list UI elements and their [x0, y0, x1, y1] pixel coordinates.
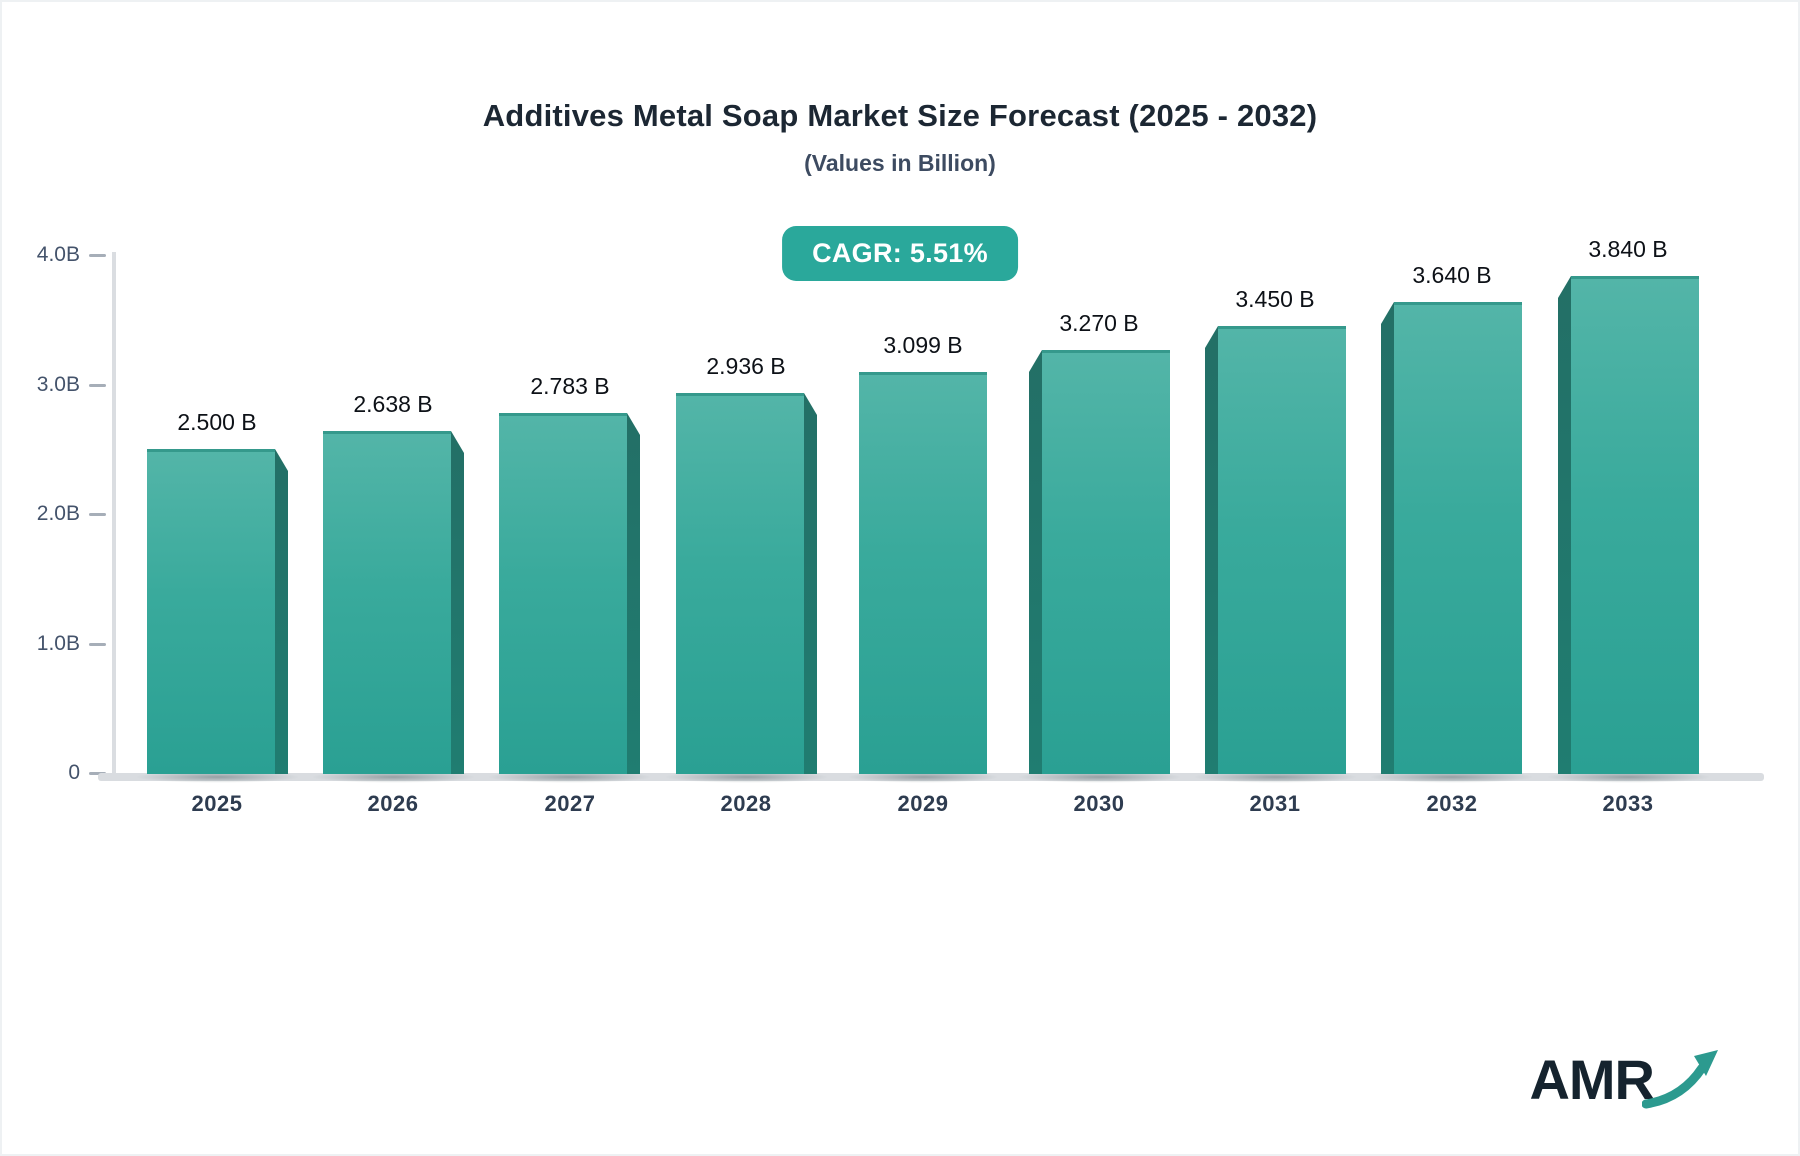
chart-title: Additives Metal Soap Market Size Forecas…	[482, 98, 1318, 133]
bar-shadow	[135, 771, 300, 783]
y-tick-label: 0	[68, 761, 80, 784]
y-tick-mark	[89, 642, 106, 646]
bar-2025	[147, 449, 275, 774]
x-tick-label: 2026	[367, 791, 419, 816]
y-tick-mark	[89, 254, 106, 257]
bar-shadow	[664, 771, 829, 783]
bar-shadow	[1369, 771, 1534, 783]
bar-side-face	[804, 393, 817, 774]
y-tick-mark	[89, 772, 106, 775]
bar-side-face	[275, 449, 288, 774]
chart-subtitle: (Values in Billion)	[804, 150, 996, 176]
y-tick-mark	[89, 383, 106, 387]
x-tick-label: 2030	[1073, 791, 1125, 816]
y-tick-label: 2.0B	[36, 502, 80, 525]
bar-2031	[1218, 326, 1346, 774]
bar-side-face	[1381, 302, 1394, 774]
bar-2027	[499, 413, 627, 774]
y-tick-mark	[89, 513, 106, 516]
y-tick-label: 3.0B	[36, 372, 80, 396]
x-tick-label: 2032	[1426, 791, 1478, 816]
bar-shadow	[487, 771, 652, 783]
bar-value-label: 2.638 B	[353, 391, 433, 417]
bar-value-label: 3.270 B	[1059, 310, 1139, 336]
x-tick-label: 2027	[544, 791, 596, 816]
bar-value-label: 3.099 B	[883, 332, 963, 358]
bar-shadow	[847, 771, 999, 783]
bar-value-label: 3.450 B	[1235, 286, 1315, 312]
x-tick-label: 2031	[1249, 791, 1301, 816]
bar-side-face	[1205, 326, 1218, 774]
amr-logo-text: AMR	[1529, 1048, 1655, 1111]
bar-2029	[859, 372, 987, 774]
x-tick-label: 2029	[897, 791, 949, 816]
amr-logo: AMR	[1529, 1050, 1720, 1110]
bar-value-label: 2.936 B	[706, 353, 786, 379]
y-tick-label: 4.0B	[36, 243, 80, 266]
x-tick-label: 2033	[1602, 791, 1654, 816]
bar-value-label: 2.500 B	[177, 409, 257, 435]
bar-side-face	[451, 431, 464, 774]
bar-2032	[1394, 302, 1522, 774]
bar-2033	[1571, 276, 1699, 774]
bar-value-label: 3.640 B	[1412, 262, 1492, 288]
y-axis-line	[112, 252, 116, 781]
bar-side-face	[627, 413, 640, 774]
bar-shadow	[311, 771, 476, 783]
x-tick-label: 2028	[720, 791, 772, 816]
bar-side-face	[1029, 350, 1042, 774]
bar-value-label: 3.840 B	[1588, 236, 1668, 262]
bar-shadow	[1193, 771, 1358, 783]
bar-side-face	[1558, 276, 1571, 774]
bar-2026	[323, 431, 451, 774]
x-tick-label: 2025	[191, 791, 243, 816]
bar-shadow	[1017, 771, 1182, 783]
trend-up-arrow-icon	[1642, 1050, 1718, 1109]
x-axis-baseline	[98, 773, 1764, 781]
y-tick-label: 1.0B	[36, 631, 80, 655]
bar-2028	[676, 393, 804, 774]
bar-shadow	[1546, 771, 1711, 783]
cagr-badge: CAGR: 5.51%	[782, 226, 1018, 281]
bar-2030	[1042, 350, 1170, 774]
bar-value-label: 2.783 B	[530, 373, 610, 399]
